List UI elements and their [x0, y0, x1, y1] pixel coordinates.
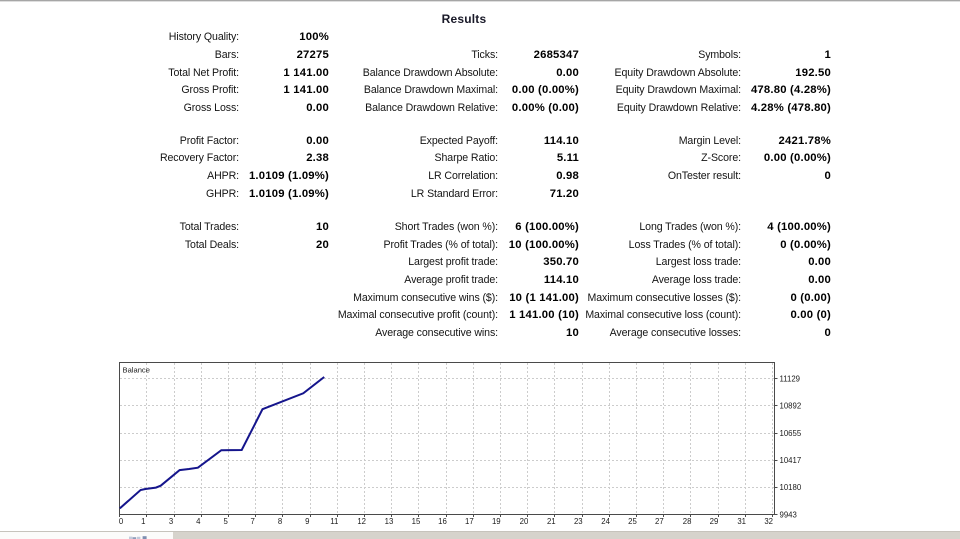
svg-text:11129: 11129 [780, 374, 801, 383]
svg-text:28: 28 [683, 517, 692, 526]
svg-text:9943: 9943 [780, 510, 797, 519]
svg-text:16: 16 [438, 517, 447, 526]
svg-text:20: 20 [520, 517, 529, 526]
svg-text:1: 1 [141, 517, 145, 526]
svg-text:10417: 10417 [780, 456, 802, 465]
svg-text:21: 21 [547, 517, 556, 526]
svg-text:3: 3 [169, 517, 173, 526]
svg-text:0: 0 [119, 517, 124, 526]
svg-text:25: 25 [628, 517, 637, 526]
svg-text:31: 31 [737, 517, 746, 526]
svg-text:10892: 10892 [780, 402, 802, 411]
svg-text:Balance: Balance [123, 366, 150, 375]
svg-text:13: 13 [385, 517, 394, 526]
svg-text:29: 29 [710, 517, 719, 526]
svg-text:15: 15 [412, 517, 421, 526]
svg-text:4: 4 [196, 517, 201, 526]
svg-text:19: 19 [492, 517, 501, 526]
svg-text:7: 7 [251, 517, 255, 526]
svg-text:12: 12 [357, 517, 366, 526]
svg-text:9: 9 [305, 517, 309, 526]
svg-text:11: 11 [330, 517, 338, 526]
svg-text:32: 32 [764, 517, 773, 526]
svg-text:17: 17 [465, 517, 474, 526]
svg-text:10655: 10655 [780, 429, 802, 438]
svg-text:23: 23 [574, 517, 583, 526]
svg-text:10180: 10180 [780, 483, 802, 492]
svg-text:24: 24 [601, 517, 610, 526]
svg-text:8: 8 [278, 517, 282, 526]
svg-text:27: 27 [655, 517, 664, 526]
svg-text:5: 5 [224, 517, 229, 526]
